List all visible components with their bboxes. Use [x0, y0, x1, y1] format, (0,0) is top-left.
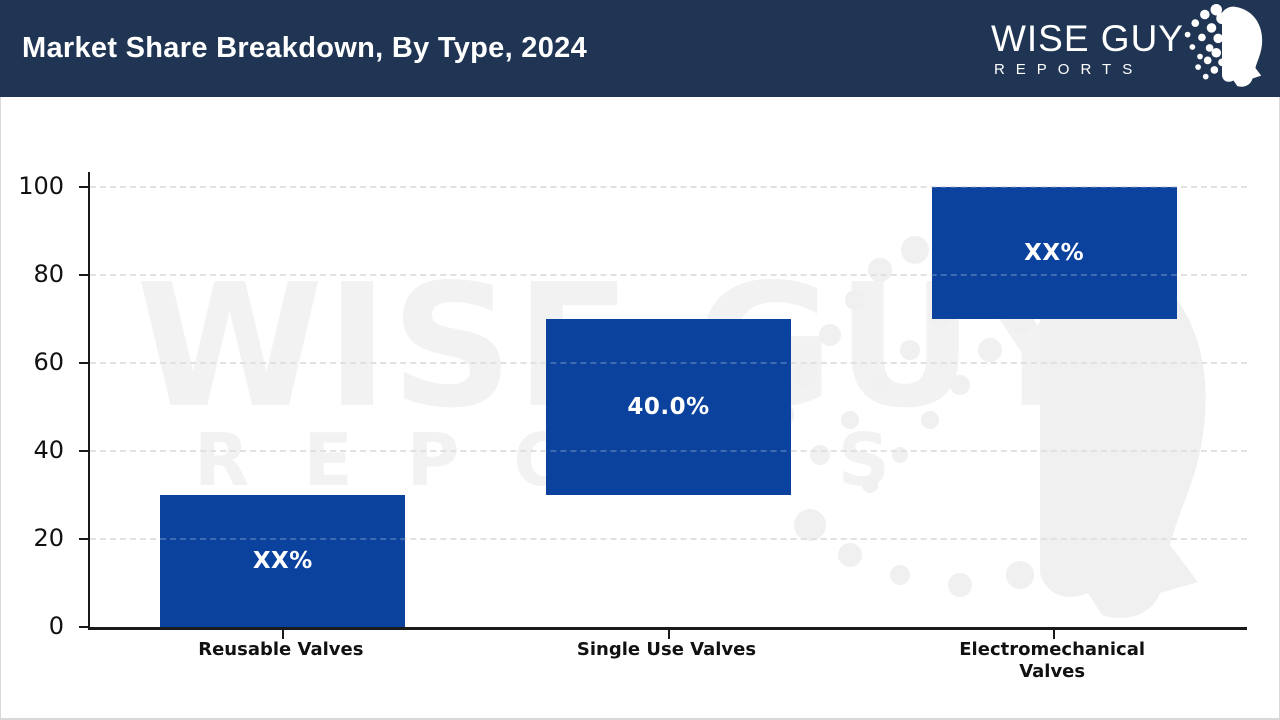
gridline-overlay	[90, 362, 1247, 364]
logo-head-icon	[1178, 3, 1266, 94]
y-tick-mark	[79, 274, 88, 276]
y-tick-label: 80	[33, 260, 64, 288]
gridline-overlay	[90, 450, 1247, 452]
gridline-overlay	[90, 274, 1247, 276]
plot-area: XX% 40.0% XX%	[79, 172, 1247, 639]
y-tick-mark	[79, 450, 88, 452]
x-tick-mark	[281, 630, 284, 639]
logo-subtitle: REPORTS	[993, 60, 1144, 78]
header-bar: Market Share Breakdown, By Type, 2024 WI…	[0, 0, 1280, 97]
x-axis-labels: Reusable Valves Single Use Valves Electrom…	[88, 639, 1245, 699]
gridline-overlay	[90, 186, 1247, 188]
gridline-overlay	[90, 538, 1247, 540]
bar-segment: XX%	[160, 495, 406, 627]
bar-segment: XX%	[931, 187, 1177, 319]
x-category-label: Single Use Valves	[576, 639, 757, 660]
y-tick-label: 40	[33, 436, 64, 464]
y-tick-mark	[79, 186, 88, 188]
x-tick-mark	[1053, 630, 1056, 639]
y-tick-mark	[79, 538, 88, 540]
wise-guy-reports-logo: WISE GUY REPORTS	[991, 3, 1280, 94]
y-tick-label: 100	[18, 172, 64, 200]
x-category-label: Reusable Valves	[198, 639, 364, 660]
bar-value-label: XX%	[1024, 240, 1085, 266]
x-tick-mark	[667, 630, 670, 639]
y-tick-label: 0	[48, 612, 64, 640]
bar-value-label: XX%	[252, 548, 313, 574]
y-tick-label: 60	[33, 348, 64, 376]
x-category-label: Electromechanical Valves	[959, 639, 1146, 682]
bar-segment: 40.0%	[546, 319, 791, 495]
logo-wordmark: WISE GUY	[990, 17, 1184, 59]
y-axis-labels: 0 20 40 60 80 100	[0, 172, 78, 640]
gridline	[90, 274, 1247, 276]
gridline	[90, 186, 1247, 188]
logo-text: WISE GUY REPORTS	[991, 20, 1184, 78]
y-tick-mark	[79, 626, 88, 628]
y-tick-mark	[79, 362, 88, 364]
gridline	[90, 538, 1247, 540]
bar-value-label: 40.0%	[627, 394, 710, 420]
page-title: Market Share Breakdown, By Type, 2024	[22, 32, 588, 64]
y-tick-label: 20	[33, 524, 64, 552]
